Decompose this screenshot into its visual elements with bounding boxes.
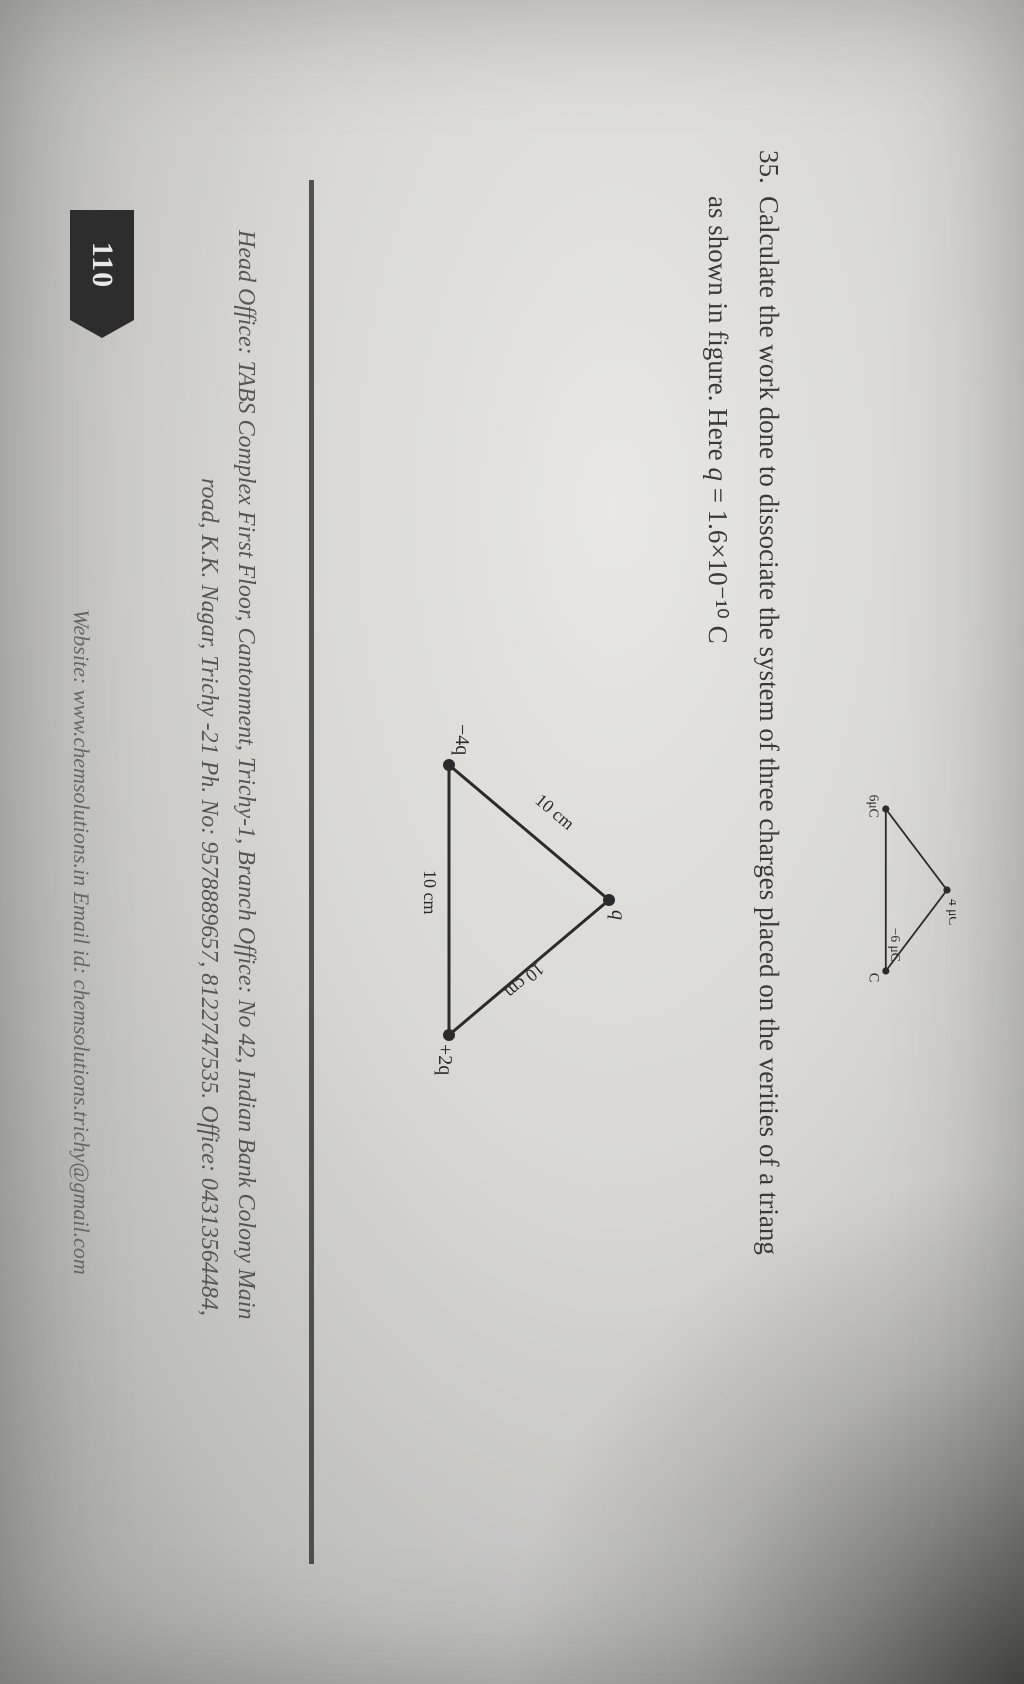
- page-number-badge: 110: [70, 210, 134, 320]
- side-label-right: 10 cm: [501, 959, 548, 1003]
- question-line-2: as shown in figure. Here q = 1.6×10⁻¹⁰ C: [691, 150, 742, 1644]
- footer-line-3: Website: www.chemsolutions.in Email id: …: [68, 350, 94, 1534]
- footer-line2-prefix: road, K.K. Nagar, Trichy -21: [196, 478, 222, 760]
- charge-triangle-diagram: q −4q +2q 10 cm 10 cm 10 cm: [404, 710, 634, 1090]
- triangle-outline: [449, 765, 609, 1035]
- vertex-label-top: q: [607, 910, 629, 920]
- top-tri-vertex-b: [882, 805, 889, 812]
- question-line1-text: Calculate the work done to dissociate th…: [754, 196, 784, 1255]
- equation-lhs: q: [703, 467, 733, 481]
- rotated-page: 4 μC 6μC −6 μC C 35.Calculate the work d…: [0, 330, 1024, 1354]
- page-content: 4 μC 6μC −6 μC C 35.Calculate the work d…: [60, 150, 964, 1644]
- office-label-2: Office:: [196, 1105, 222, 1172]
- top-tri-vertex-c: [882, 967, 889, 974]
- branch-office-text: No 42, Indian Bank Colony Main: [233, 993, 259, 1319]
- ph-text: 9578889657, 8122747535.: [196, 835, 222, 1105]
- email-label: Email id:: [69, 892, 94, 975]
- top-tri-label-c: C: [866, 973, 882, 983]
- equation-eq: =: [703, 481, 733, 510]
- email-text: chemsolutions.trichy@gmail.com: [69, 974, 94, 1275]
- side-label-left: 10 cm: [531, 790, 578, 834]
- question-line-1: 35.Calculate the work done to dissociate…: [743, 150, 794, 1644]
- footer-line-2: road, K.K. Nagar, Trichy -21 Ph. No: 957…: [190, 230, 227, 1564]
- website-text: www.chemsolutions.in: [69, 684, 94, 891]
- vertex-left: [443, 759, 455, 771]
- paper-sheet: 4 μC 6μC −6 μC C 35.Calculate the work d…: [0, 0, 1024, 1684]
- head-office-label: Head Office:: [233, 230, 259, 355]
- question-line2-prefix: as shown in figure. Here: [703, 196, 733, 467]
- ph-label: Ph. No:: [196, 761, 222, 836]
- footer-block: Head Office: TABS Complex First Floor, C…: [190, 230, 264, 1564]
- top-tri-label-top: 4 μC: [946, 899, 956, 925]
- equation-rhs: 1.6×10⁻¹⁰ C: [703, 510, 733, 644]
- vertex-right: [443, 1029, 455, 1041]
- side-label-base: 10 cm: [420, 870, 440, 915]
- website-label: Website:: [69, 609, 94, 684]
- page-number: 110: [85, 242, 119, 288]
- vertex-label-left: −4q: [451, 724, 473, 755]
- top-tri-label-right: −6 μC: [888, 928, 903, 962]
- top-triangle-figure: 4 μC 6μC −6 μC C: [866, 790, 956, 990]
- vertex-label-right: +2q: [434, 1044, 456, 1075]
- footer-rule: [309, 180, 314, 1564]
- office-text: 04313564484,: [196, 1172, 222, 1316]
- top-tri-vertex-a: [943, 886, 950, 893]
- head-office-text: TABS Complex First Floor, Cantonment, Tr…: [233, 355, 259, 851]
- top-tri-label-left: 6μC: [867, 795, 882, 818]
- vertex-top: [603, 894, 615, 906]
- footer-line-1: Head Office: TABS Complex First Floor, C…: [227, 230, 264, 1564]
- question-35: 35.Calculate the work done to dissociate…: [691, 150, 794, 1644]
- question-number: 35.: [743, 150, 794, 196]
- branch-office-label: Branch Office:: [233, 850, 259, 993]
